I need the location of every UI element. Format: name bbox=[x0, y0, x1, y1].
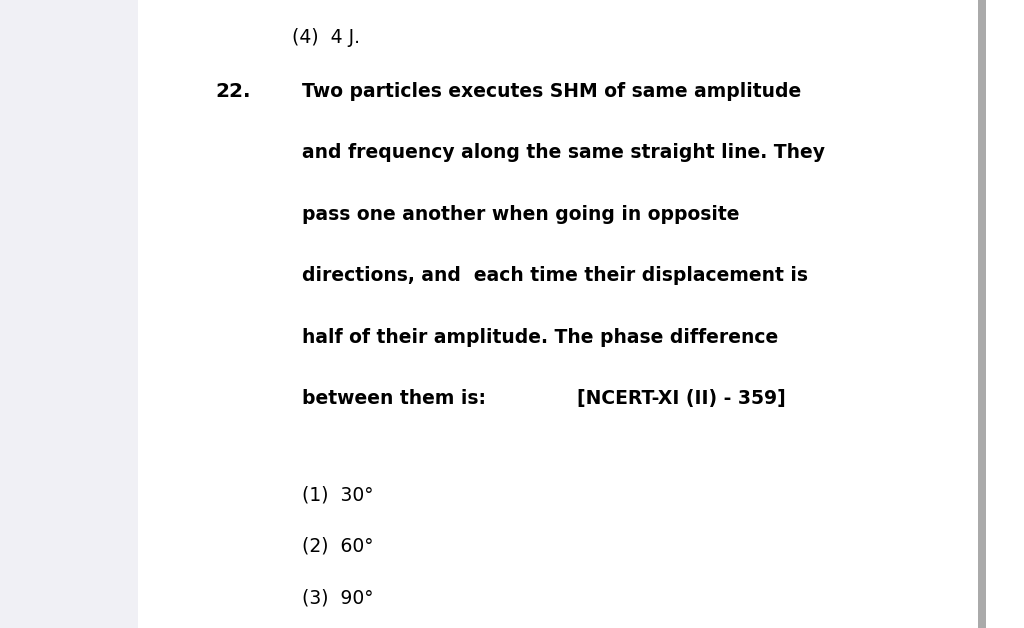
Text: half of their amplitude. The phase difference: half of their amplitude. The phase diffe… bbox=[302, 328, 778, 347]
Text: pass one another when going in opposite: pass one another when going in opposite bbox=[302, 205, 739, 224]
Text: (3)  90°: (3) 90° bbox=[302, 588, 374, 607]
Bar bbox=[978, 0, 986, 628]
Text: and frequency along the same straight line. They: and frequency along the same straight li… bbox=[302, 143, 825, 162]
Text: Two particles executes SHM of same amplitude: Two particles executes SHM of same ampli… bbox=[302, 82, 802, 100]
Text: directions, and  each time their displacement is: directions, and each time their displace… bbox=[302, 266, 808, 285]
Text: (2)  60°: (2) 60° bbox=[302, 537, 374, 556]
Text: between them is:              [NCERT-XI (II) - 359]: between them is: [NCERT-XI (II) - 359] bbox=[302, 389, 785, 408]
Bar bbox=[0, 0, 138, 628]
Text: 22.: 22. bbox=[215, 82, 251, 100]
Text: (4)  4 J.: (4) 4 J. bbox=[292, 28, 359, 47]
Text: (1)  30°: (1) 30° bbox=[302, 485, 374, 504]
